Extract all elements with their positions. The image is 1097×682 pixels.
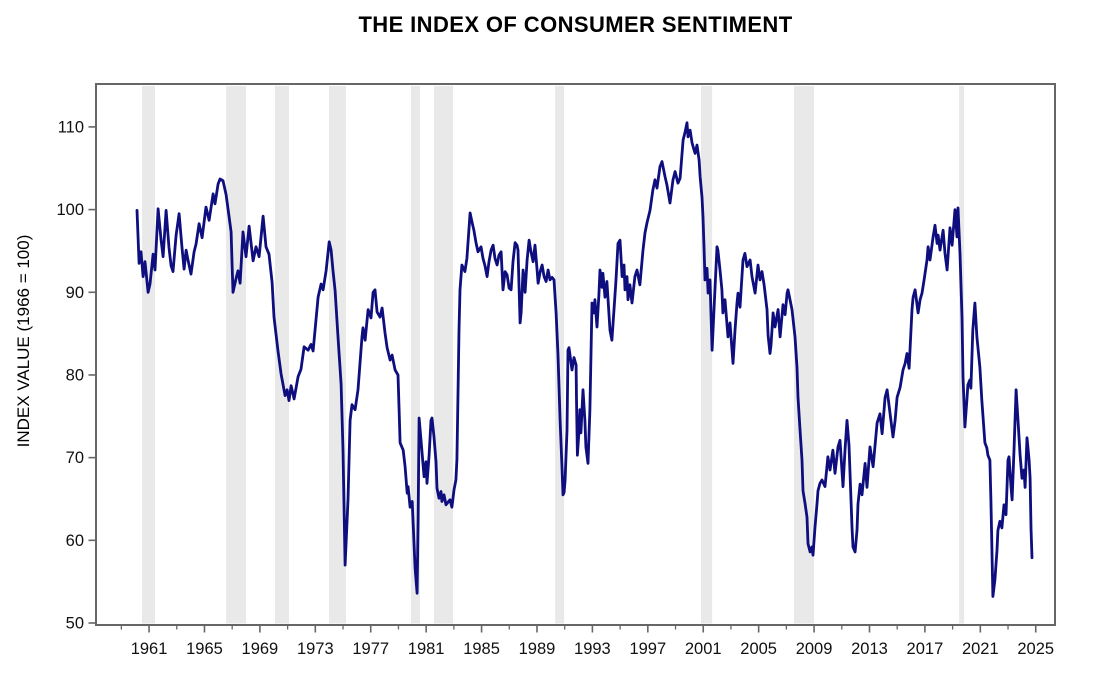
y-tick-label: 50 bbox=[66, 615, 84, 633]
x-tick-label: 2021 bbox=[962, 640, 999, 658]
x-tick-label: 1981 bbox=[408, 640, 445, 658]
x-tick-label: 1961 bbox=[131, 640, 168, 658]
y-tick-label: 90 bbox=[66, 284, 84, 302]
y-tick-label: 60 bbox=[66, 532, 84, 550]
recession-band bbox=[434, 86, 453, 624]
recession-band bbox=[226, 86, 247, 624]
x-tick-label: 1973 bbox=[297, 640, 334, 658]
x-tick-label: 2009 bbox=[796, 640, 833, 658]
x-tick-label: 2001 bbox=[685, 640, 722, 658]
x-tick-label: 2017 bbox=[907, 640, 944, 658]
chart-title: THE INDEX OF CONSUMER SENTIMENT bbox=[358, 12, 793, 37]
recession-band bbox=[329, 86, 346, 624]
sentiment-line bbox=[135, 121, 1034, 598]
x-tick-label: 2025 bbox=[1017, 640, 1054, 658]
x-tick-label: 1977 bbox=[352, 640, 389, 658]
x-tick-label: 1997 bbox=[629, 640, 666, 658]
y-tick-label: 70 bbox=[66, 449, 84, 467]
plot-frame bbox=[95, 83, 1056, 626]
recession-band bbox=[701, 86, 713, 624]
y-tick-label: 100 bbox=[56, 201, 84, 219]
x-tick-label: 2013 bbox=[851, 640, 888, 658]
x-tick-label: 1989 bbox=[519, 640, 556, 658]
recession-band bbox=[794, 86, 815, 624]
recession-band bbox=[142, 86, 155, 624]
y-tick-label: 80 bbox=[66, 366, 84, 384]
y-tick-label: 110 bbox=[58, 118, 84, 136]
x-tick-label: 1985 bbox=[463, 640, 500, 658]
x-tick-label: 1965 bbox=[186, 640, 223, 658]
recession-band bbox=[555, 86, 565, 624]
recession-band bbox=[411, 86, 420, 624]
x-tick-label: 2005 bbox=[740, 640, 777, 658]
recession-band bbox=[275, 86, 289, 624]
x-tick-label: 1993 bbox=[574, 640, 611, 658]
x-tick-label: 1969 bbox=[242, 640, 279, 658]
